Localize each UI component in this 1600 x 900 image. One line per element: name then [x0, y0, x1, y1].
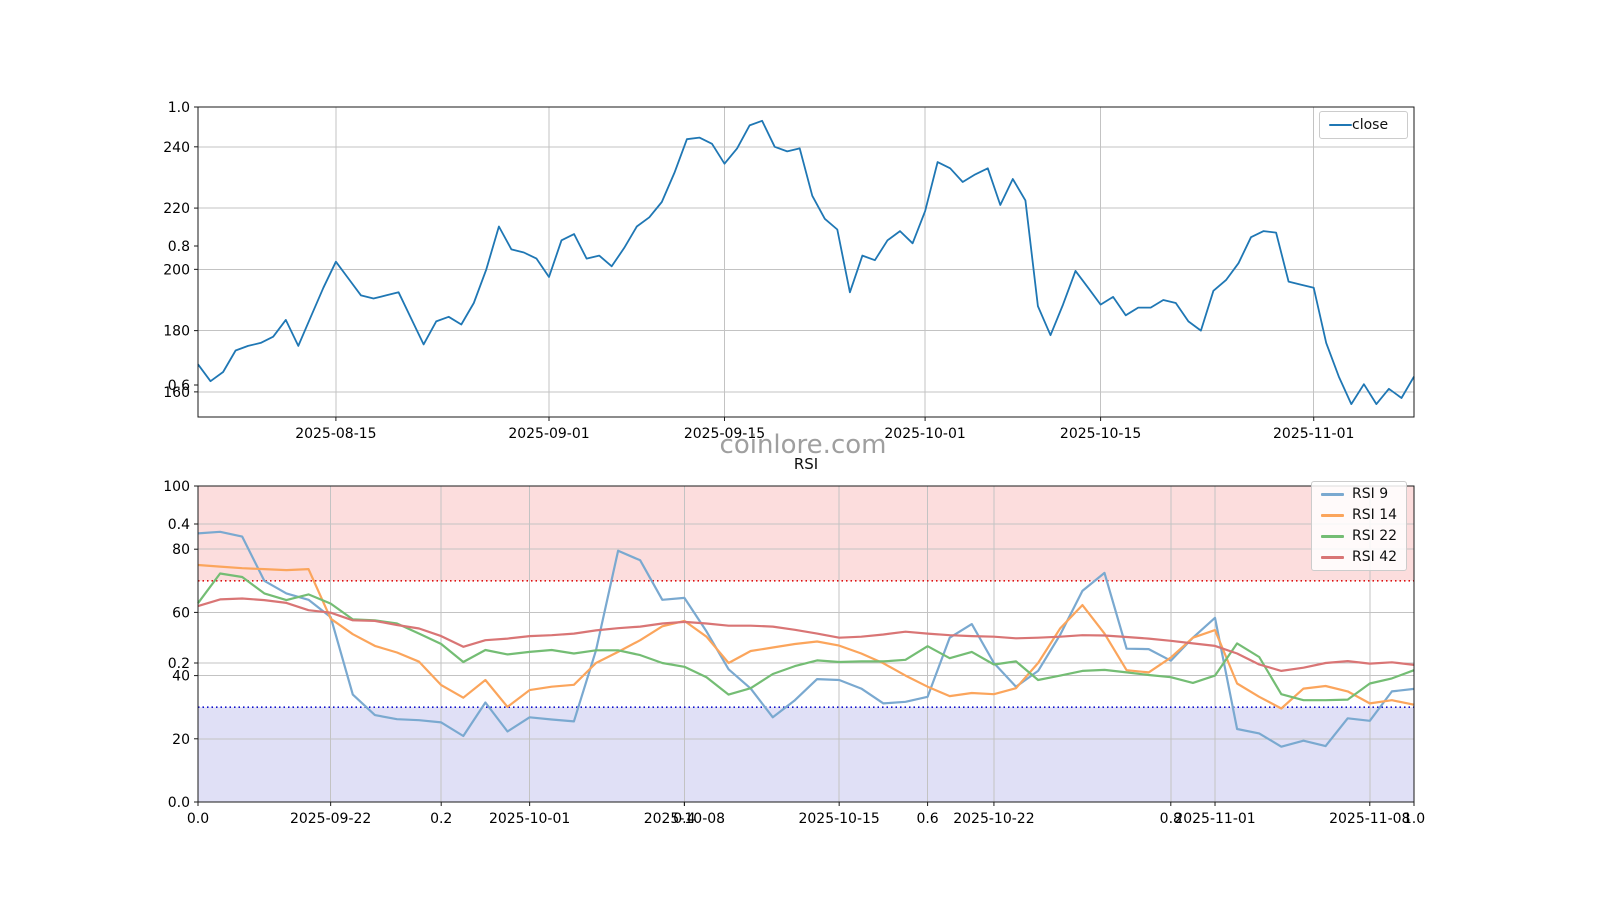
- rsi-xtick-label: 2025-11-01: [1174, 811, 1255, 827]
- figure-xtick-label: 1.0: [1403, 811, 1425, 827]
- rsi-band: [198, 486, 1414, 581]
- rsi-xtick-label: 2025-10-22: [953, 811, 1034, 827]
- rsi9-swatch: [1321, 493, 1344, 496]
- rsi-xtick-label: 2025-11-08: [1329, 811, 1410, 827]
- price-ytick-label: 180: [163, 324, 190, 340]
- price-ytick-label: 220: [163, 201, 190, 217]
- price-ytick-label: 200: [163, 262, 190, 278]
- close-line-swatch: [1329, 123, 1352, 127]
- watermark: coinlore.com: [719, 430, 887, 460]
- rsi-xtick-label: 2025-10-15: [798, 811, 879, 827]
- rsi-line-rsi9: [197, 530, 1415, 748]
- rsi22-legend-label: RSI 22: [1352, 528, 1398, 544]
- price-xtick-label: 2025-10-15: [1060, 426, 1141, 442]
- figure-ytick-label: 0.4: [168, 517, 190, 533]
- price-ytick-label: 240: [163, 140, 190, 156]
- legend-row-rsi22: RSI 22: [1321, 526, 1397, 547]
- price-xtick-label: 2025-09-15: [684, 426, 765, 442]
- rsi-ytick-label: 20: [172, 732, 190, 748]
- rsi14-swatch: [1321, 514, 1344, 517]
- price-xtick-label: 2025-10-01: [884, 426, 965, 442]
- figure-ytick-label: 0.8: [168, 239, 190, 255]
- rsi14-legend-label: RSI 14: [1352, 507, 1398, 523]
- rsi9-legend-label: RSI 9: [1352, 486, 1389, 502]
- legend-row-rsi42: RSI 42: [1321, 547, 1397, 568]
- rsi42-legend-label: RSI 42: [1352, 549, 1398, 565]
- figure-xtick-label: 0.6: [916, 811, 938, 827]
- close-line: [197, 119, 1415, 406]
- rsi-ytick-label: 80: [172, 542, 190, 558]
- price-xtick-label: 2025-08-15: [295, 426, 376, 442]
- rsi-ytick-label: 100: [163, 479, 190, 495]
- figure-xtick-label: 0.0: [187, 811, 209, 827]
- figure-ytick-label: 0.6: [168, 378, 190, 394]
- legend-row-rsi14: RSI 14: [1321, 505, 1397, 526]
- rsi22-swatch: [1321, 535, 1344, 538]
- close-legend-label: close: [1352, 116, 1389, 133]
- rsi-plot-frame: [197, 485, 1415, 803]
- rsi42-swatch: [1321, 556, 1344, 559]
- rsi-line-rsi14: [197, 563, 1415, 710]
- rsi-panel-title: RSI: [793, 455, 819, 473]
- figure-xtick-label: 0.8: [1160, 811, 1182, 827]
- figure-ytick-label: 0.0: [168, 795, 190, 811]
- rsi-band: [198, 707, 1414, 802]
- price-plot-frame: [197, 106, 1415, 418]
- rsi-ytick-label: 60: [172, 605, 190, 621]
- figure-ytick-label: 1.0: [168, 100, 190, 116]
- price-legend: close: [1319, 111, 1408, 139]
- rsi-line-rsi42: [197, 597, 1415, 673]
- rsi-line-rsi22: [197, 572, 1415, 702]
- figure-xtick-label: 0.2: [430, 811, 452, 827]
- rsi-legend: RSI 9 RSI 14 RSI 22 RSI 42: [1311, 481, 1407, 571]
- rsi-xtick-label: 2025-09-22: [290, 811, 371, 827]
- figure-xtick-label: 0.4: [673, 811, 695, 827]
- rsi-ytick-label: 40: [172, 669, 190, 685]
- legend-row-rsi9: RSI 9: [1321, 484, 1397, 505]
- figure-ytick-label: 0.2: [168, 656, 190, 672]
- price-ytick-label: 160: [163, 385, 190, 401]
- price-xtick-label: 2025-09-01: [508, 426, 589, 442]
- rsi-xtick-label: 2025-10-01: [489, 811, 570, 827]
- rsi-xtick-label: 2025-10-08: [644, 811, 725, 827]
- price-xtick-label: 2025-11-01: [1273, 426, 1354, 442]
